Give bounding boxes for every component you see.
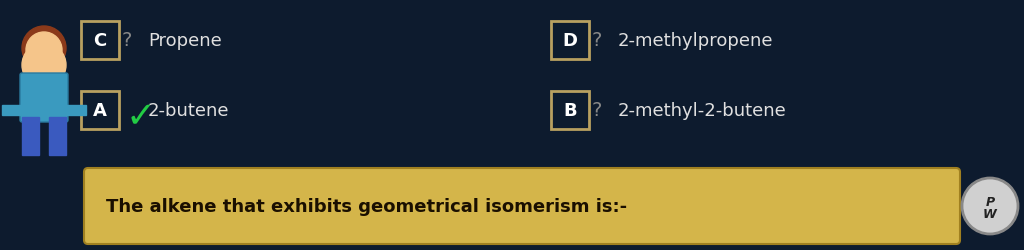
Circle shape [22, 44, 66, 88]
FancyBboxPatch shape [84, 168, 961, 244]
FancyBboxPatch shape [81, 92, 119, 130]
Text: P: P [985, 196, 994, 209]
Text: ?: ? [592, 101, 602, 120]
Bar [2, 106, 24, 116]
Text: 2-methyl-2-butene: 2-methyl-2-butene [618, 102, 786, 119]
Text: 2-butene: 2-butene [148, 102, 229, 119]
FancyBboxPatch shape [551, 92, 589, 130]
Text: ?: ? [592, 31, 602, 50]
Text: ✓: ✓ [126, 100, 157, 134]
Bar [22, 118, 39, 156]
Text: C: C [93, 32, 106, 50]
FancyBboxPatch shape [20, 74, 68, 122]
Bar [49, 118, 66, 156]
FancyBboxPatch shape [81, 22, 119, 60]
Text: Propene: Propene [148, 32, 222, 50]
Text: B: B [563, 102, 577, 119]
Text: D: D [562, 32, 578, 50]
Circle shape [26, 33, 62, 69]
Text: ?: ? [122, 31, 132, 50]
Text: W: W [983, 208, 997, 220]
FancyBboxPatch shape [551, 22, 589, 60]
Text: 2-methylpropene: 2-methylpropene [618, 32, 773, 50]
Text: A: A [93, 102, 106, 119]
Text: The alkene that exhibits geometrical isomerism is:-: The alkene that exhibits geometrical iso… [106, 197, 627, 215]
Circle shape [22, 27, 66, 71]
Circle shape [962, 178, 1018, 234]
Bar [63, 106, 86, 116]
